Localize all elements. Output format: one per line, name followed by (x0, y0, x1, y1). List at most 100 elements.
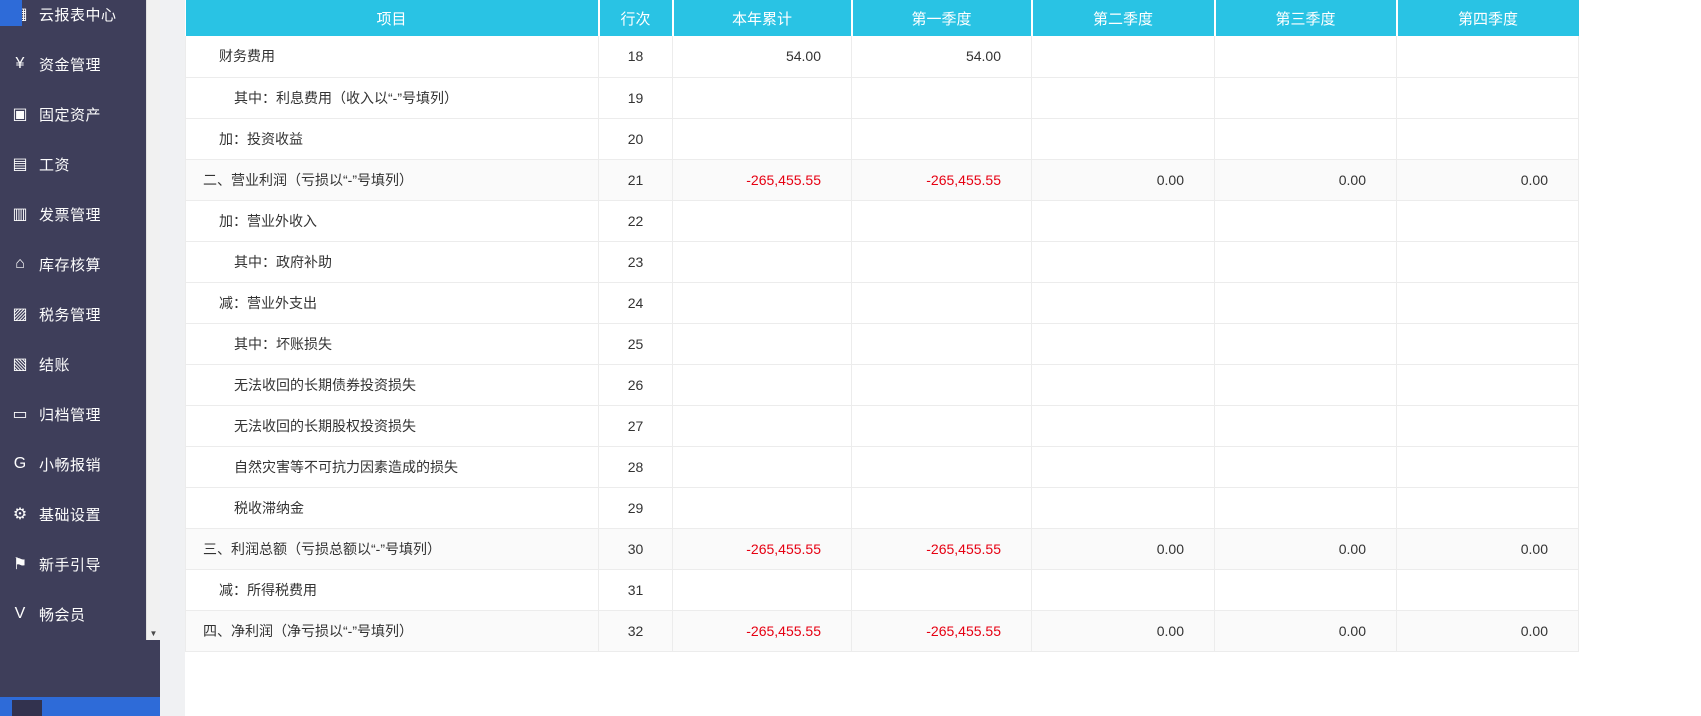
gear-icon: ⚙ (12, 506, 28, 523)
cell-ytd (672, 118, 852, 160)
column-header-line: 行次 (597, 0, 673, 36)
money-icon: ¥ (15, 55, 25, 72)
cell-item: 其中：利息费用（收入以“-”号填列） (185, 77, 599, 119)
cell-q2 (1031, 118, 1215, 160)
cell-q1 (851, 241, 1032, 283)
sidebar-item-beginner-guide[interactable]: ⚑ 新手引导 (0, 539, 146, 589)
table-row-line-25: 其中：坏账损失 25 (185, 323, 1579, 365)
sidebar-item-inventory-accounting[interactable]: ⌂ 库存核算 (0, 239, 146, 289)
cell-line-number: 22 (598, 200, 673, 242)
cell-q1 (851, 487, 1032, 529)
cell-q4 (1396, 569, 1579, 611)
sidebar-bottom-highlight[interactable] (0, 697, 160, 716)
warehouse-icon: ⌂ (15, 255, 25, 272)
sidebar-item-basic-settings[interactable]: ⚙ 基础设置 (0, 489, 146, 539)
sidebar-item-chang-member[interactable]: V 畅会员 (0, 589, 146, 639)
cell-line-number: 31 (598, 569, 673, 611)
cell-q3 (1214, 323, 1397, 365)
table-row-line-29: 税收滞纳金 29 (185, 487, 1579, 529)
sidebar-item-funds-management[interactable]: ¥ 资金管理 (0, 39, 146, 89)
building-icon: ▣ (12, 106, 28, 123)
cell-q1 (851, 282, 1032, 324)
sidebar-scrollbar[interactable]: ▼ (146, 0, 160, 640)
cell-item: 税收滞纳金 (185, 487, 599, 529)
cell-line-number: 26 (598, 364, 673, 406)
cell-q4 (1396, 405, 1579, 447)
cell-line-number: 29 (598, 487, 673, 529)
column-header-q1: 第一季度 (850, 0, 1032, 36)
sidebar-item-label: 资金管理 (39, 56, 102, 74)
table-row-line-19: 其中：利息费用（收入以“-”号填列） 19 (185, 77, 1579, 119)
cell-q1 (851, 405, 1032, 447)
cell-q4 (1396, 282, 1579, 324)
cell-line-number: 32 (598, 610, 673, 652)
cell-q3 (1214, 282, 1397, 324)
cell-item: 无法收回的长期债券投资损失 (185, 364, 599, 406)
cell-q4 (1396, 487, 1579, 529)
cell-q3 (1214, 405, 1397, 447)
cell-q2 (1031, 77, 1215, 119)
cell-ytd: -265,455.55 (672, 528, 852, 570)
guide-flag-icon: ⚑ (12, 556, 28, 573)
cell-q2 (1031, 323, 1215, 365)
cell-ytd (672, 200, 852, 242)
cell-q3 (1214, 118, 1397, 160)
cell-q3 (1214, 364, 1397, 406)
sidebar-item-label: 结账 (39, 356, 71, 374)
cell-ytd: -265,455.55 (672, 610, 852, 652)
cell-item: 其中：政府补助 (185, 241, 599, 283)
invoice-icon: ▥ (12, 206, 28, 223)
column-header-q4: 第四季度 (1395, 0, 1579, 36)
ledger-icon: ▧ (12, 356, 28, 373)
sidebar-item-xiaochang-expense[interactable]: G 小畅报销 (0, 439, 146, 489)
cell-line-number: 30 (598, 528, 673, 570)
sidebar-item-fixed-assets[interactable]: ▣ 固定资产 (0, 89, 146, 139)
cell-q3 (1214, 36, 1397, 78)
cell-item: 加：营业外收入 (185, 200, 599, 242)
cell-q1 (851, 118, 1032, 160)
cell-q4 (1396, 364, 1579, 406)
cell-q2 (1031, 446, 1215, 488)
sidebar-item-invoice-management[interactable]: ▥ 发票管理 (0, 189, 146, 239)
cell-item: 四、净利润（净亏损以“-”号填列） (185, 610, 599, 652)
cell-q4 (1396, 323, 1579, 365)
table-row-line-24: 减：营业外支出 24 (185, 282, 1579, 324)
sidebar-item-label: 新手引导 (39, 556, 102, 574)
sidebar-item-salary[interactable]: ▤ 工资 (0, 139, 146, 189)
cell-ytd (672, 364, 852, 406)
table-header-row: 项目 行次 本年累计 第一季度 第二季度 第三季度 第四季度 (185, 0, 1579, 36)
cell-q2 (1031, 282, 1215, 324)
sidebar-item-label: 发票管理 (39, 206, 102, 224)
content-left-gutter (160, 0, 185, 716)
member-icon: V (14, 605, 26, 622)
cell-q1 (851, 77, 1032, 119)
cell-item: 减：所得税费用 (185, 569, 599, 611)
column-header-q3: 第三季度 (1213, 0, 1397, 36)
cell-ytd: 54.00 (672, 36, 852, 78)
cell-line-number: 23 (598, 241, 673, 283)
cell-ytd (672, 282, 852, 324)
sidebar-item-label: 库存核算 (39, 256, 102, 274)
column-header-item: 项目 (185, 0, 599, 36)
cell-q3 (1214, 241, 1397, 283)
cell-item: 其中：坏账损失 (185, 323, 599, 365)
cell-q4: 0.00 (1396, 159, 1579, 201)
cell-ytd (672, 487, 852, 529)
report-area: 项目 行次 本年累计 第一季度 第二季度 第三季度 第四季度 财务费用 18 54.00 54.0… (185, 0, 1579, 652)
sidebar-item-tax-management[interactable]: ▨ 税务管理 (0, 289, 146, 339)
cell-ytd (672, 569, 852, 611)
cell-q3: 0.00 (1214, 159, 1397, 201)
cell-q1: 54.00 (851, 36, 1032, 78)
sidebar-item-label: 税务管理 (39, 306, 102, 324)
table-row-line-30: 三、利润总额（亏损总额以“-”号填列） 30 -265,455.55 -265,455… (185, 528, 1579, 570)
scroll-down-button[interactable]: ▼ (147, 626, 160, 640)
cell-line-number: 18 (598, 36, 673, 78)
sidebar-item-archive-management[interactable]: ▭ 归档管理 (0, 389, 146, 439)
cell-q1 (851, 364, 1032, 406)
cell-q2: 0.00 (1031, 528, 1215, 570)
cell-q4 (1396, 77, 1579, 119)
sidebar-item-closing[interactable]: ▧ 结账 (0, 339, 146, 389)
bottom-item-icon (12, 700, 42, 716)
cell-ytd (672, 446, 852, 488)
cell-ytd (672, 241, 852, 283)
